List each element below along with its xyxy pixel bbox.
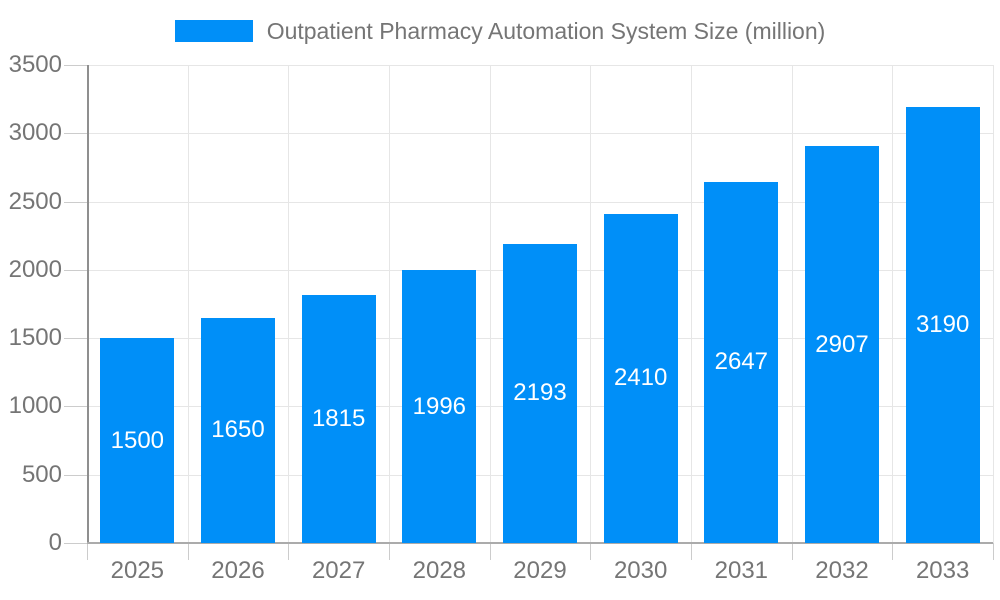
x-tick-mark [187, 543, 189, 560]
x-gridline [993, 65, 994, 543]
legend-label: Outpatient Pharmacy Automation System Si… [266, 17, 826, 44]
x-tick-mark [691, 543, 692, 560]
bar-value-label: 2907 [815, 330, 869, 358]
x-axis-label: 2031 [714, 557, 769, 584]
x-tick-mark [288, 543, 290, 560]
bar-value-label: 1996 [412, 392, 467, 420]
y-gridline [87, 201, 993, 203]
x-tick-mark [791, 543, 793, 560]
y-gridline [87, 65, 993, 66]
bar-2028[interactable]: 1996 [402, 270, 477, 543]
bar-2027[interactable]: 1815 [301, 295, 376, 543]
bar-value-label: 1500 [110, 426, 165, 454]
y-axis-label: 1500 [8, 324, 62, 352]
bar-value-label: 2193 [513, 379, 567, 407]
x-gridline [892, 65, 894, 543]
bar-value-label: 2647 [714, 348, 769, 376]
y-axis-label: 3000 [8, 119, 62, 147]
y-tick-mark [64, 543, 87, 544]
y-tick-mark [64, 474, 87, 476]
bar-2033[interactable]: 3190 [905, 107, 980, 543]
x-tick-mark [993, 543, 994, 560]
x-axis-label: 2029 [513, 557, 567, 584]
y-axis-line [87, 65, 89, 543]
x-gridline [187, 65, 189, 543]
legend-swatch [174, 20, 253, 42]
bar-2031[interactable]: 2647 [704, 181, 779, 543]
x-axis-label: 2027 [311, 557, 366, 584]
x-tick-mark [892, 543, 894, 560]
y-axis-label: 500 [21, 460, 62, 488]
x-tick-mark [389, 543, 390, 560]
y-axis-label: 1000 [8, 392, 62, 420]
x-gridline [288, 65, 290, 543]
x-tick-mark [489, 543, 491, 560]
y-axis-label: 2500 [8, 187, 62, 215]
x-axis-label: 2030 [613, 557, 668, 584]
y-tick-mark [64, 406, 87, 408]
y-tick-mark [64, 201, 87, 203]
bar-2026[interactable]: 1650 [201, 317, 275, 543]
x-gridline [389, 65, 390, 543]
x-gridline [691, 65, 692, 543]
bar-2025[interactable]: 1500 [100, 338, 175, 543]
x-tick-mark [590, 543, 592, 560]
bar-value-label: 2410 [613, 364, 668, 392]
bar-2032[interactable]: 2907 [805, 146, 879, 543]
x-axis-label: 2028 [412, 557, 467, 584]
legend[interactable]: Outpatient Pharmacy Automation System Si… [0, 18, 1000, 44]
x-tick-mark [87, 543, 88, 560]
plot-area: 0 500 1000 1500 2000 2500 3000 3500 1500 2025 1650… [9, 53, 994, 583]
bar-2029[interactable]: 2193 [503, 243, 577, 543]
y-axis-label: 2000 [8, 255, 62, 283]
y-axis-label: 0 [48, 529, 62, 556]
y-tick-mark [64, 269, 87, 271]
x-axis-label: 2025 [110, 557, 165, 584]
y-tick-mark [64, 65, 87, 66]
x-axis-label: 2033 [915, 557, 970, 584]
x-gridline [489, 65, 491, 543]
x-axis-label: 2032 [815, 557, 869, 584]
bar-2030[interactable]: 2410 [603, 213, 678, 543]
y-tick-mark [64, 133, 87, 135]
y-gridline [87, 133, 993, 135]
x-gridline [791, 65, 793, 543]
bar-value-label: 1815 [311, 405, 366, 433]
y-tick-mark [64, 338, 87, 340]
x-axis-line [87, 542, 993, 544]
bar-value-label: 3190 [915, 311, 970, 339]
x-axis-label: 2026 [211, 557, 265, 584]
bar-value-label: 1650 [211, 416, 265, 444]
x-gridline [590, 65, 592, 543]
y-axis-label: 3500 [8, 51, 62, 78]
